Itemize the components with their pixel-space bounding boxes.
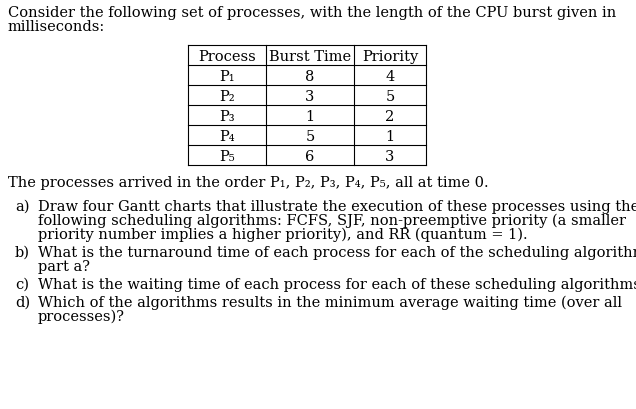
Text: c): c) [15, 277, 29, 291]
Text: 5: 5 [385, 90, 394, 104]
Text: processes)?: processes)? [38, 309, 125, 324]
Text: 1: 1 [385, 130, 394, 144]
Text: 2: 2 [385, 110, 394, 124]
Text: b): b) [15, 245, 30, 259]
Text: 8: 8 [305, 70, 315, 84]
Text: Burst Time: Burst Time [269, 50, 351, 64]
Text: 4: 4 [385, 70, 394, 84]
Text: Draw four Gantt charts that illustrate the execution of these processes using th: Draw four Gantt charts that illustrate t… [38, 200, 636, 213]
Text: 5: 5 [305, 130, 315, 144]
Text: milliseconds:: milliseconds: [8, 20, 105, 34]
Text: Consider the following set of processes, with the length of the CPU burst given : Consider the following set of processes,… [8, 6, 616, 20]
Text: Which of the algorithms results in the minimum average waiting time (over all: Which of the algorithms results in the m… [38, 295, 622, 310]
Text: What is the waiting time of each process for each of these scheduling algorithms: What is the waiting time of each process… [38, 277, 636, 291]
Text: P₂: P₂ [219, 90, 235, 104]
Text: part a?: part a? [38, 259, 90, 273]
Text: What is the turnaround time of each process for each of the scheduling algorithm: What is the turnaround time of each proc… [38, 245, 636, 259]
Text: P₃: P₃ [219, 110, 235, 124]
Text: a): a) [15, 200, 29, 213]
Text: P₄: P₄ [219, 130, 235, 144]
Text: following scheduling algorithms: FCFS, SJF, non-preemptive priority (a smaller: following scheduling algorithms: FCFS, S… [38, 213, 626, 228]
Text: The processes arrived in the order P₁, P₂, P₃, P₄, P₅, all at time 0.: The processes arrived in the order P₁, P… [8, 175, 488, 189]
Text: priority number implies a higher priority), and RR (quantum = 1).: priority number implies a higher priorit… [38, 227, 528, 242]
Text: 6: 6 [305, 150, 315, 164]
Text: P₅: P₅ [219, 150, 235, 164]
Text: d): d) [15, 295, 30, 309]
Text: 1: 1 [305, 110, 315, 124]
Text: P₁: P₁ [219, 70, 235, 84]
Text: Priority: Priority [362, 50, 418, 64]
Text: 3: 3 [385, 150, 395, 164]
Text: Process: Process [198, 50, 256, 64]
Text: 3: 3 [305, 90, 315, 104]
